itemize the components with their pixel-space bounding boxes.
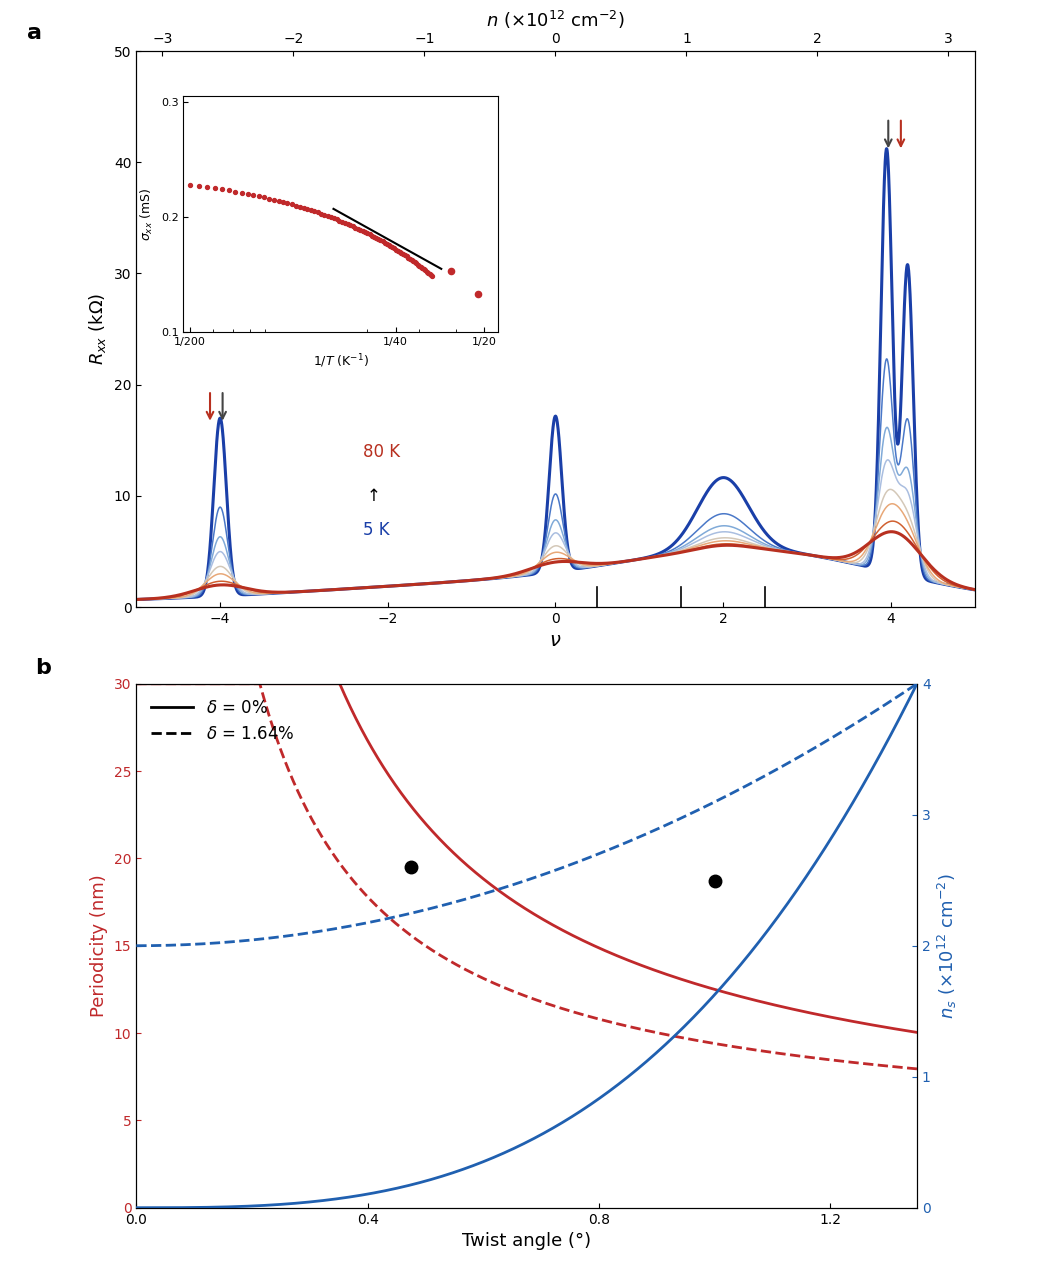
Point xyxy=(390,240,407,261)
Point xyxy=(347,217,364,238)
Point xyxy=(388,239,405,259)
Point xyxy=(250,187,267,207)
Point xyxy=(411,256,428,276)
Point xyxy=(418,261,435,281)
Y-axis label: $R_{xx}$ (k$\Omega$): $R_{xx}$ (k$\Omega$) xyxy=(87,293,108,366)
Point xyxy=(407,252,423,272)
Point xyxy=(299,199,315,220)
Point xyxy=(422,265,439,285)
Point xyxy=(322,207,339,227)
Point xyxy=(275,192,291,212)
Point xyxy=(391,242,408,262)
Point xyxy=(309,202,326,222)
Point xyxy=(417,261,434,281)
Point xyxy=(331,211,348,231)
Point xyxy=(410,254,427,275)
Point xyxy=(334,211,351,231)
Point xyxy=(398,247,415,267)
Point xyxy=(306,201,323,221)
Point xyxy=(368,227,385,248)
Point xyxy=(336,212,353,233)
Point xyxy=(325,208,342,229)
Point xyxy=(291,197,308,217)
Point xyxy=(401,248,418,268)
Point xyxy=(414,258,431,279)
Text: 5 K: 5 K xyxy=(363,520,389,539)
Y-axis label: $n_s$ ($\times 10^{12}$ cm$^{-2}$): $n_s$ ($\times 10^{12}$ cm$^{-2}$) xyxy=(936,873,959,1019)
Point xyxy=(413,257,430,277)
Text: $\uparrow$: $\uparrow$ xyxy=(363,487,378,505)
Point xyxy=(470,284,486,304)
Point xyxy=(420,262,437,282)
Point xyxy=(296,198,312,219)
Point xyxy=(442,261,459,281)
Point xyxy=(408,253,424,273)
X-axis label: 1/$T$ (K$^{-1}$): 1/$T$ (K$^{-1}$) xyxy=(312,353,369,371)
Point xyxy=(345,216,362,236)
X-axis label: $n$ ($\times 10^{12}$ cm$^{-2}$): $n$ ($\times 10^{12}$ cm$^{-2}$) xyxy=(486,9,625,31)
Text: a: a xyxy=(27,23,42,43)
Point xyxy=(380,235,397,256)
Point xyxy=(279,193,296,213)
Point xyxy=(320,206,336,226)
Point xyxy=(227,181,244,202)
Point xyxy=(315,204,332,225)
Point xyxy=(350,219,367,239)
Point xyxy=(265,189,282,210)
Point xyxy=(405,250,421,271)
Point xyxy=(181,174,198,194)
Point xyxy=(190,175,206,196)
Point xyxy=(287,196,304,216)
Point xyxy=(283,194,300,215)
Point xyxy=(421,263,438,284)
Point xyxy=(234,183,250,203)
Point xyxy=(352,220,369,240)
Point xyxy=(415,259,432,280)
Point xyxy=(206,178,223,198)
Point xyxy=(245,185,262,206)
Point xyxy=(403,249,420,270)
Text: b: b xyxy=(35,657,50,677)
X-axis label: $\nu$: $\nu$ xyxy=(549,631,562,651)
Legend: $\delta$ = 0%, $\delta$ = 1.64%: $\delta$ = 0%, $\delta$ = 1.64% xyxy=(145,693,302,750)
Point xyxy=(362,224,378,244)
Point xyxy=(261,188,278,208)
Text: 80 K: 80 K xyxy=(363,443,399,461)
Point xyxy=(395,244,412,265)
Y-axis label: $\sigma_{xx}$ (mS): $\sigma_{xx}$ (mS) xyxy=(139,188,155,240)
Point xyxy=(396,245,413,266)
Point xyxy=(340,213,356,234)
Point xyxy=(312,203,329,224)
Point xyxy=(383,236,399,257)
Point xyxy=(239,184,256,204)
Point xyxy=(356,222,373,243)
Point xyxy=(374,231,391,252)
Point xyxy=(424,266,441,286)
X-axis label: Twist angle (°): Twist angle (°) xyxy=(462,1232,591,1250)
Point xyxy=(364,225,380,245)
Point xyxy=(372,230,389,250)
Point xyxy=(393,243,410,263)
Point xyxy=(386,238,402,258)
Point xyxy=(370,229,387,249)
Point xyxy=(328,210,345,230)
Point xyxy=(270,190,287,211)
Point xyxy=(214,179,231,199)
Point xyxy=(384,236,400,257)
Point xyxy=(303,199,320,220)
Point xyxy=(354,221,371,242)
Point xyxy=(359,224,376,244)
Point xyxy=(256,187,272,207)
Point xyxy=(376,233,393,253)
Point xyxy=(220,180,237,201)
Point xyxy=(342,215,358,235)
Point xyxy=(198,176,215,197)
Point xyxy=(366,226,383,247)
Point xyxy=(378,234,395,254)
Y-axis label: Periodicity (nm): Periodicity (nm) xyxy=(90,874,108,1017)
Point xyxy=(400,248,417,268)
